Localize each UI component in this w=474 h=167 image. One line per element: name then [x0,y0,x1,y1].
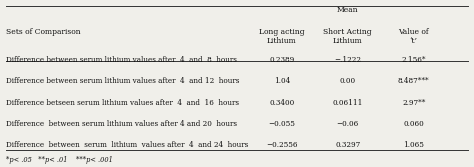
Text: Difference betseen serum lithium values after  4  and  16  hours: Difference betseen serum lithium values … [6,99,239,107]
Text: Sets of Comparison: Sets of Comparison [6,28,81,36]
Text: Difference between serum lithium values after  4  and 12  hours: Difference between serum lithium values … [6,77,239,85]
Text: 0.3297: 0.3297 [335,141,360,149]
Text: Difference between serum lithium values after  4  and  8  hours: Difference between serum lithium values … [6,56,237,64]
Text: 0.00: 0.00 [340,77,356,85]
Text: −0.06: −0.06 [337,120,359,128]
Text: Difference  between serum lithium values after 4 and 20  hours: Difference between serum lithium values … [6,120,237,128]
Text: 0.06111: 0.06111 [333,99,363,107]
Text: Short Acting
Lithium: Short Acting Lithium [323,28,372,45]
Text: Long acting
Lithium: Long acting Lithium [259,28,305,45]
Text: 8.487***: 8.487*** [398,77,429,85]
Text: Difference  between  serum  lithium  values after  4  and 24  hours: Difference between serum lithium values … [6,141,248,149]
Text: 2.156*: 2.156* [401,56,426,64]
Text: −0.055: −0.055 [268,120,295,128]
Text: 1.04: 1.04 [273,77,290,85]
Text: Mean: Mean [337,6,358,14]
Text: 0.060: 0.060 [403,120,424,128]
Text: Value of
‘t’: Value of ‘t’ [398,28,429,45]
Text: 0.3400: 0.3400 [269,99,294,107]
Text: 1.065: 1.065 [403,141,424,149]
Text: 2.97**: 2.97** [402,99,425,107]
Text: −0.2556: −0.2556 [266,141,298,149]
Text: 0.2389: 0.2389 [269,56,294,64]
Text: *p< .05   **p< .01    ***p< .001: *p< .05 **p< .01 ***p< .001 [6,156,113,164]
Text: −.1222: −.1222 [334,56,361,64]
